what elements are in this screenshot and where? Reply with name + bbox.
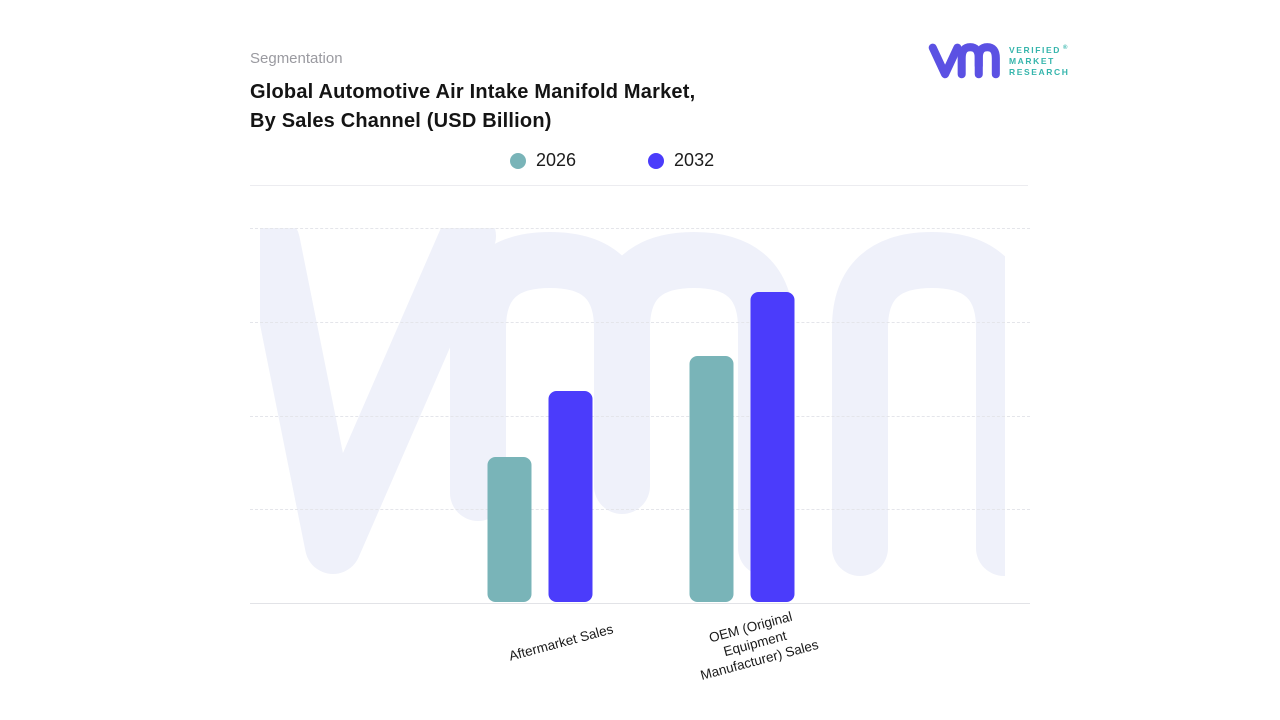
chart-title: Global Automotive Air Intake Manifold Ma… [250, 78, 695, 136]
x-axis-label-oem: OEM (Original Equipment Manufacturer) Sa… [698, 608, 821, 683]
x-axis-line [250, 603, 1030, 604]
chart-plot-area [250, 228, 1030, 604]
legend-item-2032: 2032 [648, 150, 714, 171]
logo-word-verified: VERIFIED [1009, 45, 1062, 55]
logo-word-research: RESEARCH [1009, 67, 1070, 77]
gridline [250, 228, 1030, 229]
chart-title-line1: Global Automotive Air Intake Manifold Ma… [250, 81, 696, 103]
legend-item-2026: 2026 [510, 150, 576, 171]
legend-label-2026: 2026 [536, 150, 577, 170]
vmr-logo-mark-icon [928, 43, 1000, 79]
bar-group-1 [487, 391, 592, 602]
vmr-logo: VERIFIED ® MARKET RESEARCH [928, 36, 1070, 84]
chart-title-line2: By Sales Channel (USD Billion) [250, 110, 552, 132]
registered-trademark-icon: ® [1063, 45, 1070, 51]
section-label: Segmentation [250, 50, 343, 67]
vmr-logo-wordmark: VERIFIED ® MARKET RESEARCH [1009, 43, 1070, 78]
x-axis-label-aftermarket: Aftermarket Sales [507, 621, 615, 664]
bar-2026-category-2 [689, 356, 733, 602]
gridline [250, 415, 1030, 417]
bar-2032-category-2 [750, 292, 794, 602]
legend-swatch-2026-icon [510, 152, 526, 169]
bar-group-2 [689, 292, 794, 602]
bar-2026-category-1 [487, 456, 531, 602]
legend-swatch-2032-icon [648, 152, 665, 169]
bar-2032-category-1 [548, 391, 592, 602]
logo-word-market: MARKET [1009, 56, 1055, 66]
header-divider [250, 185, 1028, 186]
vmr-watermark-icon [260, 228, 1005, 576]
chart-legend: 2026 2032 [510, 150, 714, 171]
gridline [250, 321, 1030, 323]
gridline [250, 509, 1030, 511]
legend-label-2032: 2032 [674, 150, 715, 170]
